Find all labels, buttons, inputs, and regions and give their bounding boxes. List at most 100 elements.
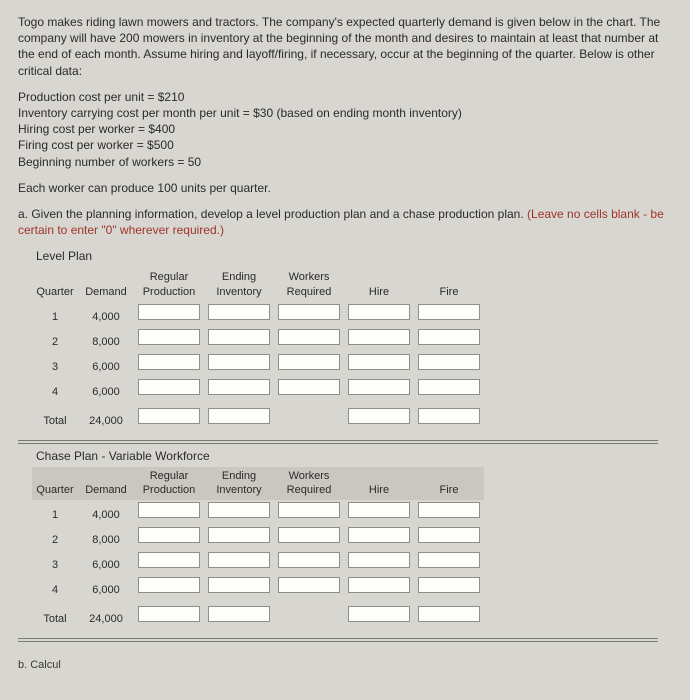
col-hire: Hire xyxy=(344,268,414,302)
table-row: 2 8,000 xyxy=(32,525,484,550)
input-hire[interactable] xyxy=(348,552,410,568)
cell-demand: 4,000 xyxy=(78,302,134,327)
table-row-total: Total 24,000 xyxy=(32,600,484,629)
part-a-text: a. Given the planning information, devel… xyxy=(18,207,524,221)
input-fire[interactable] xyxy=(418,502,480,518)
input-workers[interactable] xyxy=(278,329,340,345)
input-reg-prod[interactable] xyxy=(138,527,200,543)
col-hire: Hire xyxy=(344,467,414,501)
col-workers: Workers Required xyxy=(274,268,344,302)
input-reg-prod[interactable] xyxy=(138,552,200,568)
input-hire[interactable] xyxy=(348,379,410,395)
input-end-inv[interactable] xyxy=(208,502,270,518)
input-reg-prod[interactable] xyxy=(138,502,200,518)
input-reg-prod[interactable] xyxy=(138,354,200,370)
table-row: 3 6,000 xyxy=(32,550,484,575)
input-total-hire[interactable] xyxy=(348,606,410,622)
input-hire[interactable] xyxy=(348,502,410,518)
input-fire[interactable] xyxy=(418,577,480,593)
input-reg-prod[interactable] xyxy=(138,304,200,320)
input-end-inv[interactable] xyxy=(208,552,270,568)
cell-demand: 6,000 xyxy=(78,550,134,575)
input-end-inv[interactable] xyxy=(208,379,270,395)
input-fire[interactable] xyxy=(418,354,480,370)
input-workers[interactable] xyxy=(278,304,340,320)
input-fire[interactable] xyxy=(418,527,480,543)
table-row: 4 6,000 xyxy=(32,377,484,402)
input-fire[interactable] xyxy=(418,329,480,345)
input-hire[interactable] xyxy=(348,304,410,320)
input-hire[interactable] xyxy=(348,577,410,593)
input-total-end-inv[interactable] xyxy=(208,606,270,622)
part-a-instruction: a. Given the planning information, devel… xyxy=(18,206,672,238)
critical-data: Production cost per unit = $210 Inventor… xyxy=(18,89,672,170)
level-plan-table: Quarter Demand Regular Production Ending… xyxy=(32,268,484,430)
cell-total-demand: 24,000 xyxy=(78,402,134,431)
col-reg-prod: Regular Production xyxy=(134,467,204,501)
cell-quarter: 2 xyxy=(32,525,78,550)
input-end-inv[interactable] xyxy=(208,304,270,320)
col-reg-prod: Regular Production xyxy=(134,268,204,302)
input-total-end-inv[interactable] xyxy=(208,408,270,424)
input-workers[interactable] xyxy=(278,527,340,543)
table-row: 3 6,000 xyxy=(32,352,484,377)
cell-quarter: 3 xyxy=(32,352,78,377)
cell-demand: 8,000 xyxy=(78,525,134,550)
input-total-fire[interactable] xyxy=(418,408,480,424)
fact-capacity: Each worker can produce 100 units per qu… xyxy=(18,180,672,196)
fact-fire-cost: Firing cost per worker = $500 xyxy=(18,137,672,153)
input-total-reg-prod[interactable] xyxy=(138,408,200,424)
input-fire[interactable] xyxy=(418,304,480,320)
input-fire[interactable] xyxy=(418,552,480,568)
col-end-inv: Ending Inventory xyxy=(204,268,274,302)
input-workers[interactable] xyxy=(278,552,340,568)
cell-quarter: 2 xyxy=(32,327,78,352)
input-reg-prod[interactable] xyxy=(138,577,200,593)
fact-begin-workers: Beginning number of workers = 50 xyxy=(18,154,672,170)
input-hire[interactable] xyxy=(348,527,410,543)
cell-quarter: 1 xyxy=(32,302,78,327)
input-hire[interactable] xyxy=(348,329,410,345)
input-workers[interactable] xyxy=(278,354,340,370)
input-workers[interactable] xyxy=(278,577,340,593)
input-fire[interactable] xyxy=(418,379,480,395)
col-fire: Fire xyxy=(414,467,484,501)
fact-prod-cost: Production cost per unit = $210 xyxy=(18,89,672,105)
cutoff-text: b. Calcul xyxy=(18,658,672,673)
table-row: 4 6,000 xyxy=(32,575,484,600)
fact-carrying: Inventory carrying cost per month per un… xyxy=(18,105,672,121)
input-total-reg-prod[interactable] xyxy=(138,606,200,622)
cell-quarter: 1 xyxy=(32,500,78,525)
input-reg-prod[interactable] xyxy=(138,379,200,395)
table-row: 1 4,000 xyxy=(32,302,484,327)
table-row: 2 8,000 xyxy=(32,327,484,352)
rule-line xyxy=(18,443,658,444)
input-end-inv[interactable] xyxy=(208,577,270,593)
input-reg-prod[interactable] xyxy=(138,329,200,345)
rule-line xyxy=(18,638,658,639)
col-workers: Workers Required xyxy=(274,467,344,501)
rule-line xyxy=(18,440,658,441)
cell-demand: 8,000 xyxy=(78,327,134,352)
input-total-fire[interactable] xyxy=(418,606,480,622)
cell-quarter: 4 xyxy=(32,377,78,402)
cell-total-label: Total xyxy=(32,600,78,629)
rule-line xyxy=(18,641,658,642)
input-end-inv[interactable] xyxy=(208,527,270,543)
level-plan-title: Level Plan xyxy=(36,248,672,264)
input-hire[interactable] xyxy=(348,354,410,370)
fact-hire-cost: Hiring cost per worker = $400 xyxy=(18,121,672,137)
chase-plan-table: Quarter Demand Regular Production Ending… xyxy=(32,467,484,629)
input-end-inv[interactable] xyxy=(208,329,270,345)
problem-intro: Togo makes riding lawn mowers and tracto… xyxy=(18,14,672,79)
input-workers[interactable] xyxy=(278,502,340,518)
cell-quarter: 3 xyxy=(32,550,78,575)
col-quarter: Quarter xyxy=(32,467,78,501)
cell-demand: 6,000 xyxy=(78,575,134,600)
input-end-inv[interactable] xyxy=(208,354,270,370)
cell-demand: 6,000 xyxy=(78,352,134,377)
input-total-hire[interactable] xyxy=(348,408,410,424)
cell-total-demand: 24,000 xyxy=(78,600,134,629)
input-workers[interactable] xyxy=(278,379,340,395)
table-row-total: Total 24,000 xyxy=(32,402,484,431)
